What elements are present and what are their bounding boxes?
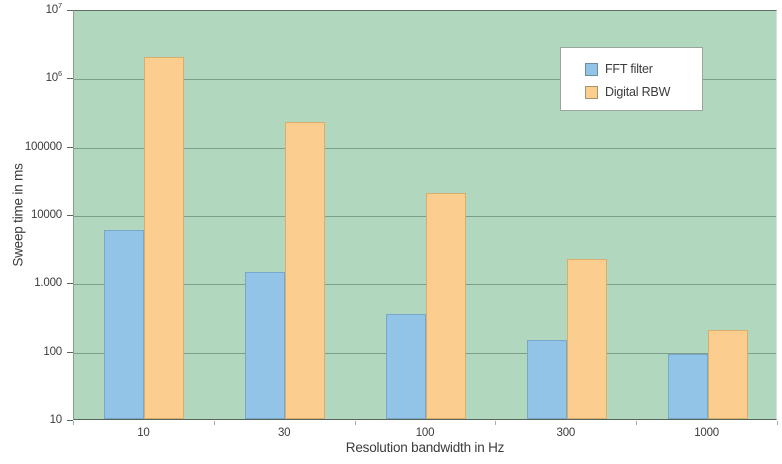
bar-digital-rbw-100: [426, 193, 466, 419]
y-tick-mark: [67, 283, 73, 285]
legend-item-digital-rbw: Digital RBW: [585, 81, 702, 103]
legend-label: Digital RBW: [605, 85, 671, 99]
y-tick-label: 1.000: [34, 277, 62, 290]
x-tick-mark: [354, 421, 356, 425]
gridline-100000: [74, 147, 776, 149]
x-tick-label-300: 300: [556, 427, 576, 439]
y-tick-label: 100: [43, 345, 62, 358]
bar-digital-rbw-10: [144, 56, 185, 419]
x-tick-mark: [213, 421, 215, 425]
x-tick-mark: [495, 421, 497, 425]
bar-fft-filter-100: [386, 313, 426, 419]
x-tick-label-100: 100: [415, 427, 435, 439]
x-tick-label-1000: 1000: [694, 427, 719, 439]
x-axis-title: Resolution bandwidth in Hz: [345, 440, 505, 455]
legend-item-fft-filter: FFT filter: [585, 58, 702, 80]
y-tick-label: 100000: [24, 140, 62, 153]
legend-label: FFT filter: [605, 62, 653, 76]
bar-digital-rbw-30: [285, 122, 326, 419]
x-tick-label-30: 30: [277, 427, 291, 439]
gridline-10000: [74, 216, 776, 217]
y-tick-mark: [67, 10, 73, 11]
y-tick-label: 10000: [31, 209, 62, 221]
gridline-1000000: [74, 79, 776, 81]
legend: FFT filter Digital RBW: [560, 47, 703, 111]
bar-fft-filter-300: [526, 339, 567, 419]
y-tick-mark: [67, 351, 73, 353]
y-tick-mark: [67, 146, 73, 148]
gridline-1000: [74, 284, 776, 286]
legend-swatch-icon: [585, 62, 598, 76]
y-tick-mark: [67, 420, 73, 421]
x-tick-mark: [636, 421, 638, 425]
bar-fft-filter-10: [104, 229, 145, 419]
y-tick-mark: [67, 78, 73, 80]
bar-fft-filter-1000: [667, 353, 708, 419]
bar-fft-filter-30: [245, 272, 286, 419]
x-tick-mark: [777, 421, 778, 425]
bar-digital-rbw-1000: [707, 330, 748, 419]
y-tick-label: 10: [49, 414, 63, 426]
legend-swatch-icon: [585, 85, 598, 99]
x-tick-label-10: 10: [137, 427, 150, 439]
y-tick-label: 106: [45, 69, 63, 85]
y-tick-label: 107: [45, 1, 63, 16]
x-tick-mark: [73, 421, 74, 425]
y-tick-mark: [67, 215, 73, 216]
bar-digital-rbw-300: [566, 258, 607, 419]
